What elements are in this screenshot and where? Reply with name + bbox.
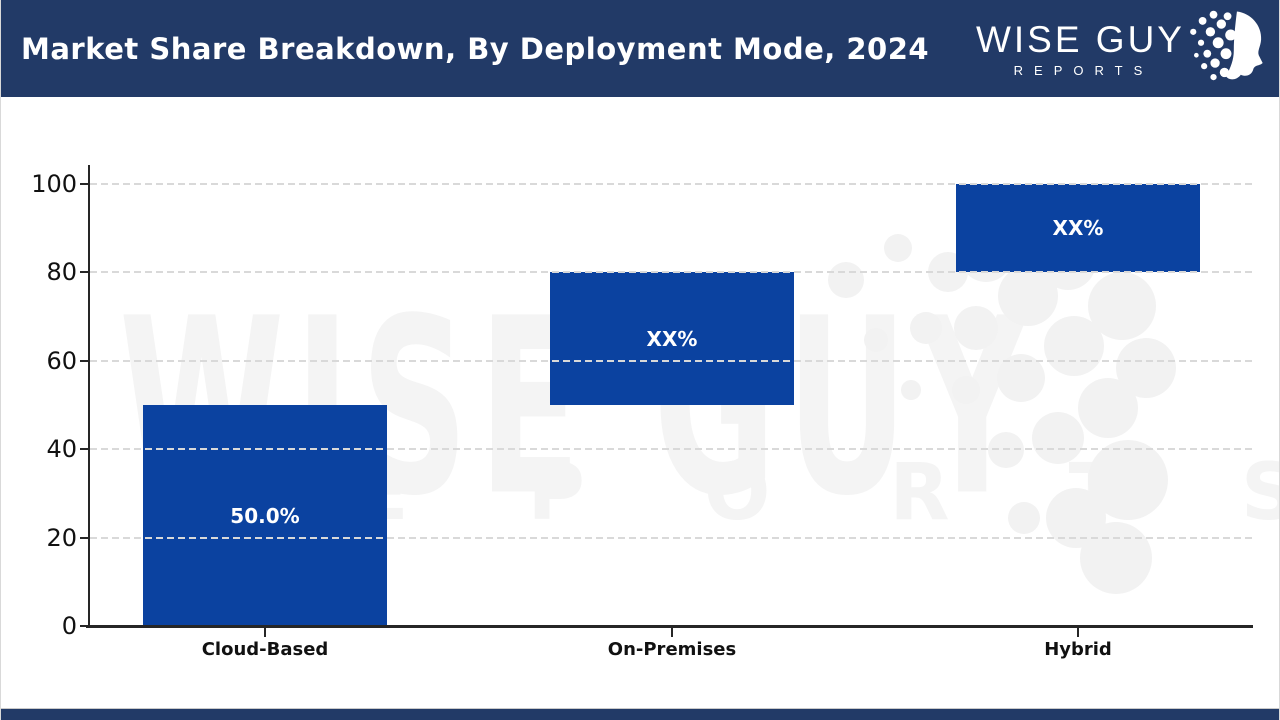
x-axis-line [86, 625, 1253, 628]
y-tick-mark-0 [80, 625, 89, 627]
bar-hybrid: XX% [956, 184, 1200, 273]
logo-text: WISE GUY REPORTS [976, 21, 1185, 77]
y-tick-label-100: 100 [31, 170, 77, 198]
x-tick-mark-2 [1077, 628, 1079, 637]
y-tick-mark-80 [80, 271, 89, 274]
chart-title: Market Share Breakdown, By Deployment Mo… [21, 31, 930, 66]
x-category-label-on-premises: On-Premises [607, 639, 737, 660]
gridline-40 [90, 448, 1253, 451]
x-tick-mark-0 [264, 628, 266, 637]
logo-wordmark: WISE GUY [975, 18, 1185, 60]
y-tick-label-0: 0 [61, 612, 77, 640]
bar-cloud-based: 50.0% [143, 405, 387, 626]
bar-value-label: XX% [1052, 216, 1104, 241]
y-tick-label-60: 60 [46, 346, 77, 375]
bar-value-label: 50.0% [230, 503, 300, 528]
gridline-60 [90, 359, 1253, 362]
footer-bar [1, 708, 1279, 720]
y-tick-label-40: 40 [46, 435, 77, 464]
gridline-100 [90, 183, 1253, 185]
y-tick-label-80: 80 [46, 258, 77, 287]
gridline-80 [90, 271, 1253, 274]
x-tick-mark-1 [671, 628, 673, 637]
x-category-label-hybrid: Hybrid [1044, 639, 1112, 660]
y-axis-line [88, 165, 90, 626]
logo-subtitle: REPORTS [1013, 62, 1154, 78]
x-category-label-cloud-based: Cloud-Based [201, 639, 329, 660]
y-tick-mark-100 [80, 183, 89, 185]
wise-guy-reports-logo: WISE GUY REPORTS [976, 8, 1265, 90]
bar-on-premises: XX% [550, 272, 794, 405]
y-tick-mark-40 [80, 448, 89, 451]
bar-value-label: XX% [646, 326, 698, 351]
y-tick-mark-20 [80, 536, 89, 539]
plot-area: 50.0% XX% XX% 0 20 40 60 80 100 Cloud-Based On-Pre… [1, 97, 1279, 708]
header-bar: Market Share Breakdown, By Deployment Mo… [1, 0, 1279, 97]
dotted-face-logo-icon [1187, 8, 1265, 90]
y-tick-mark-60 [80, 359, 89, 362]
gridline-20 [90, 536, 1253, 539]
y-tick-label-20: 20 [46, 523, 77, 552]
